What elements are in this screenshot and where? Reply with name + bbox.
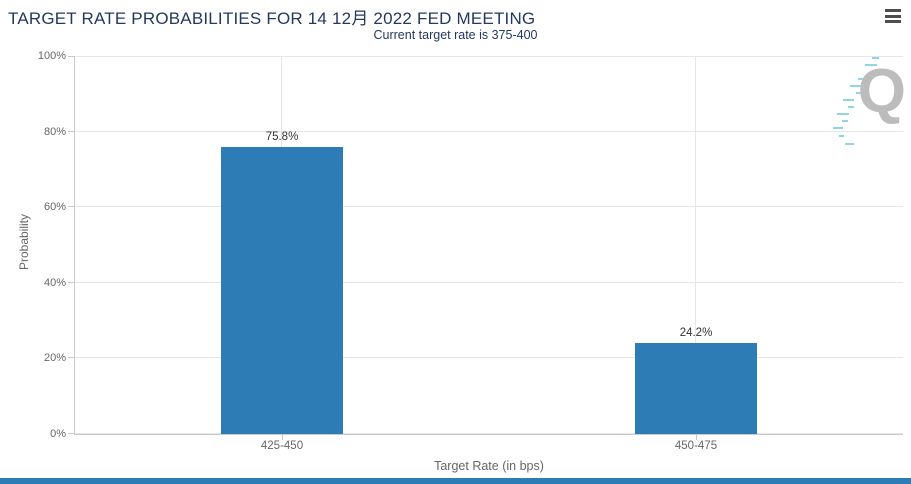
y-axis-tick [68,281,74,283]
x-axis-tick [696,435,697,440]
y-axis-line [74,56,75,434]
gridline [695,56,696,434]
bar-value-label: 24.2% [679,326,713,339]
y-tick-label: 40% [43,276,66,289]
x-tick-label: 425-450 [260,440,304,452]
y-axis-tick [68,206,74,208]
y-tick-label: 80% [43,125,66,138]
plot-area: 75.8% 24.2% [68,56,903,440]
y-axis-tick [68,433,74,434]
bar-column: 75.8% [221,56,343,434]
y-axis-title: Probability [17,213,31,271]
bar[interactable] [635,342,757,434]
x-axis-title: Target Rate (in bps) [434,459,544,473]
y-axis-tick [68,56,74,57]
gridline [75,281,903,283]
gridline [75,433,903,434]
gridline [75,56,903,57]
x-tick-label: 450-475 [674,440,718,452]
gridline [75,130,903,132]
bar-column: 24.2% [635,56,757,434]
y-tick-label: 0% [50,428,66,440]
bar-value-label: 75.8% [265,131,299,144]
y-axis-labels: 0% 20% 40% 60% 80% 100% [0,50,66,440]
x-axis-tick [282,435,283,440]
y-tick-label: 20% [43,352,66,365]
bar[interactable] [221,147,343,434]
y-axis-tick [68,130,74,132]
x-axis-line [74,434,903,435]
y-tick-label: 100% [37,50,66,62]
chart-subtitle: Current target rate is 375-400 [373,28,538,42]
chart-title: TARGET RATE PROBABILITIES FOR 14 12月 202… [8,9,536,28]
gridline [75,357,903,359]
chart-menu-button[interactable] [881,7,901,25]
x-axis-labels: 425-450 450-475 [75,440,903,456]
gridline [75,206,903,208]
footer-accent-bar [0,478,911,484]
y-axis-tick [68,357,74,359]
y-tick-label: 60% [43,201,66,214]
